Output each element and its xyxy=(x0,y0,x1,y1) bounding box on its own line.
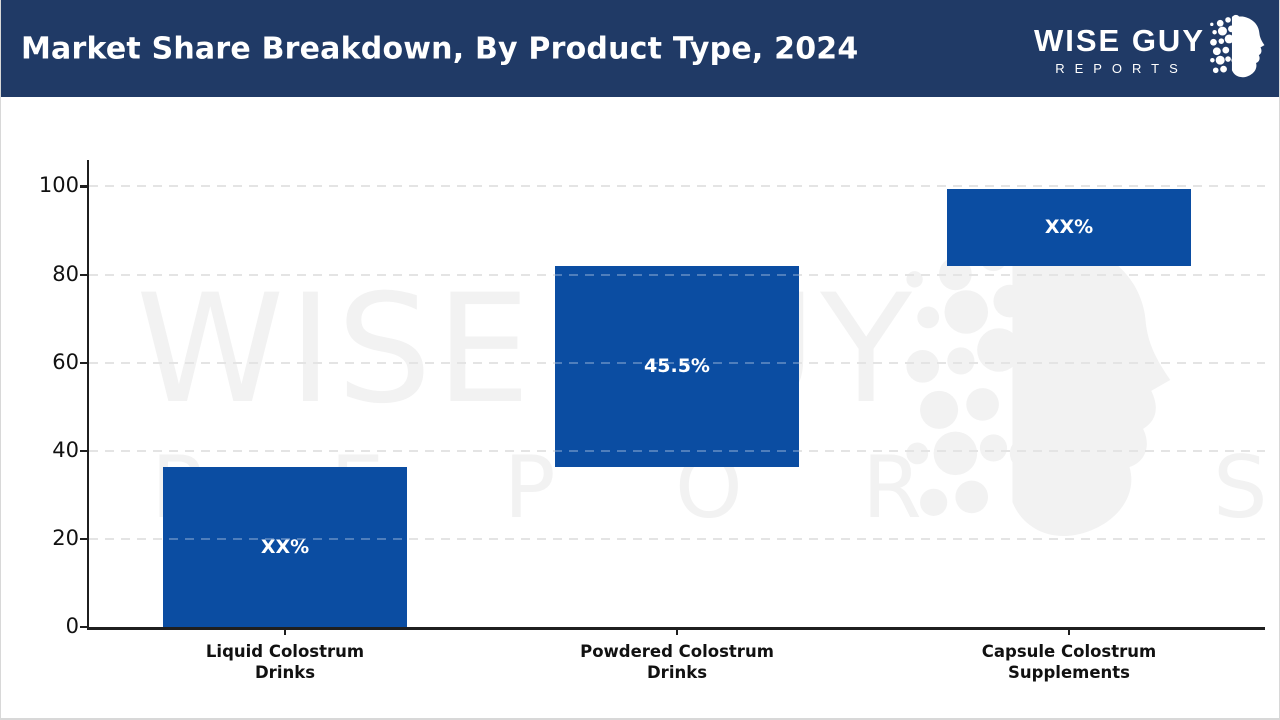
x-category-label-line: Drinks xyxy=(646,663,708,682)
x-category-label-2: Powdered Colostrum Drinks xyxy=(517,641,837,683)
logo-wordmark-line2: REPORTS xyxy=(1055,60,1188,76)
gridline-y100 xyxy=(89,185,1265,188)
gridline-overlay-y40 xyxy=(89,449,1265,452)
y-tick-label-20: 20 xyxy=(52,525,79,550)
y-tick-label-80: 80 xyxy=(52,261,79,286)
x-axis-spine xyxy=(86,627,1265,630)
y-axis-spine xyxy=(86,160,89,630)
bar-3: XX% xyxy=(947,188,1191,267)
x-tick-2 xyxy=(676,627,679,635)
chart-area: WISE GUY R E P O R T S XX% 45.5% XX% 0 20 40 6… xyxy=(1,97,1279,718)
bar-value-label: XX% xyxy=(260,535,310,558)
y-tick-60 xyxy=(80,361,89,364)
wise-guy-logo: WISE GUY REPORTS xyxy=(1034,8,1265,90)
bar-2: 45.5% xyxy=(555,266,799,467)
logo-wordmark-line1: WISE GUY xyxy=(1033,22,1205,58)
x-category-label-line: Drinks xyxy=(254,663,316,682)
logo-wordmark: WISE GUY REPORTS xyxy=(1034,23,1205,76)
logo-face-icon xyxy=(1210,14,1265,78)
x-tick-1 xyxy=(284,627,287,635)
y-tick-label-0: 0 xyxy=(65,614,79,638)
x-category-label-line: Liquid Colostrum xyxy=(205,642,365,661)
gridline-overlay-y20 xyxy=(89,537,1265,540)
y-tick-80 xyxy=(80,273,89,276)
x-category-label-line: Supplements xyxy=(1008,663,1130,682)
y-tick-label-100: 100 xyxy=(38,173,79,198)
y-tick-label-60: 60 xyxy=(52,349,79,374)
gridline-overlay-y100 xyxy=(89,185,1265,188)
x-tick-3 xyxy=(1068,627,1071,635)
gridline-overlay-y80 xyxy=(89,273,1265,276)
y-tick-label-40: 40 xyxy=(52,437,79,462)
bar-value-label: XX% xyxy=(1044,216,1094,239)
x-category-label-1: Liquid Colostrum Drinks xyxy=(125,641,445,683)
plot: XX% 45.5% XX% 0 20 40 60 80 100 Liquid Colostrum D… xyxy=(1,97,1279,718)
page-title: Market Share Breakdown, By Product Type,… xyxy=(21,31,859,66)
bar-1: XX% xyxy=(163,466,407,627)
y-tick-20 xyxy=(80,537,89,541)
x-category-label-line: Capsule Colostrum xyxy=(981,642,1157,661)
y-tick-0 xyxy=(80,626,89,629)
gridline-y20 xyxy=(89,537,1265,540)
bar-value-label: 45.5% xyxy=(644,355,710,378)
y-tick-100 xyxy=(80,185,89,188)
y-tick-40 xyxy=(80,449,89,452)
header: Market Share Breakdown, By Product Type,… xyxy=(1,0,1279,97)
x-category-label-3: Capsule Colostrum Supplements xyxy=(909,641,1229,683)
x-category-label-line: Powdered Colostrum xyxy=(580,642,774,661)
gridline-overlay-y60 xyxy=(89,361,1265,364)
